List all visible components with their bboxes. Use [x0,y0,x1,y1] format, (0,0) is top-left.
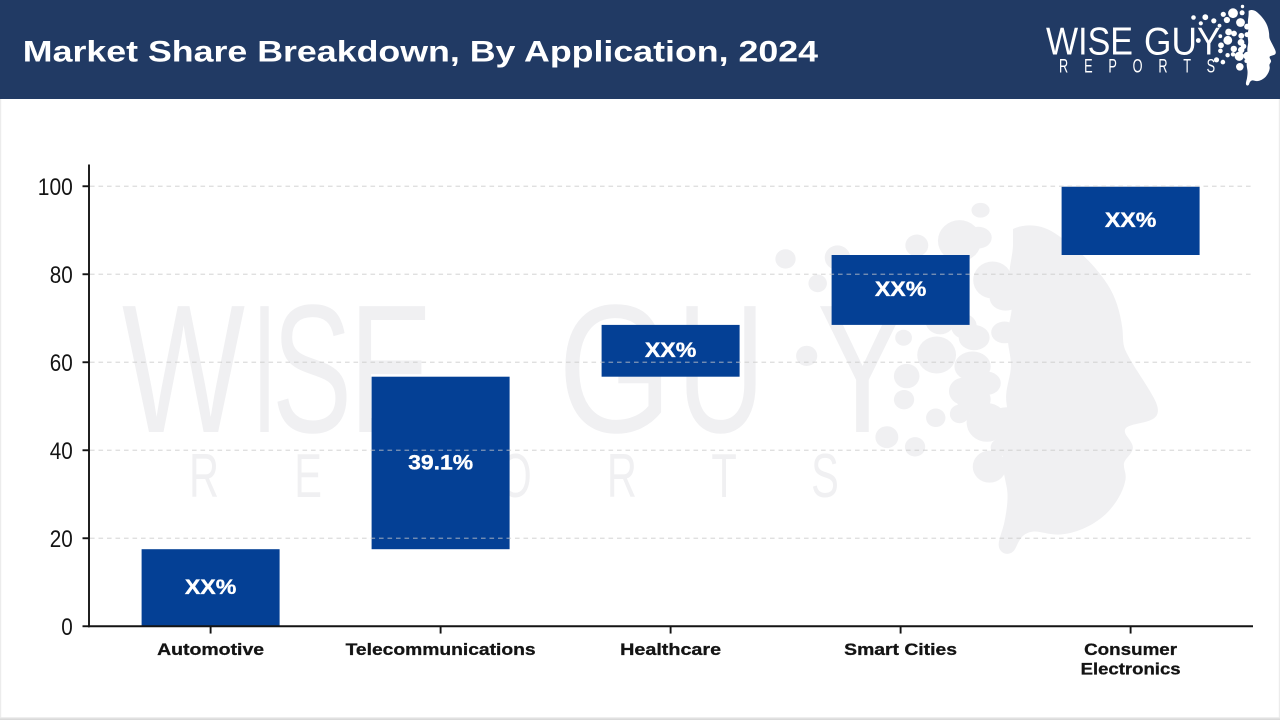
svg-text:XX%: XX% [645,338,697,362]
svg-text:100: 100 [38,174,73,201]
svg-text:XX%: XX% [875,277,927,301]
svg-text:Smart Cities: Smart Cities [844,640,957,659]
svg-text:GUY: GUY [1144,21,1221,64]
svg-text:20: 20 [50,526,73,553]
svg-text:XX%: XX% [1105,208,1157,232]
svg-text:0: 0 [61,614,73,641]
svg-text:Electronics: Electronics [1081,660,1181,679]
svg-text:Consumer: Consumer [1084,640,1178,659]
svg-text:XX%: XX% [185,575,237,599]
svg-text:Automotive: Automotive [157,640,264,659]
svg-text:Market Share Breakdown, By App: Market Share Breakdown, By Application, … [23,36,819,69]
svg-text:I: I [252,266,277,471]
svg-text:Telecommunications: Telecommunications [346,640,536,659]
svg-text:R E P O R T S: R E P O R T S [1059,56,1215,77]
svg-text:S: S [272,266,352,471]
svg-text:40: 40 [50,438,73,465]
svg-text:W: W [122,266,245,471]
svg-text:WISE: WISE [1046,21,1133,64]
svg-text:80: 80 [50,262,73,289]
svg-text:39.1%: 39.1% [408,450,473,474]
svg-text:R E P O R T S: R E P O R T S [189,442,839,511]
svg-text:Healthcare: Healthcare [620,640,721,659]
svg-text:60: 60 [50,350,73,377]
